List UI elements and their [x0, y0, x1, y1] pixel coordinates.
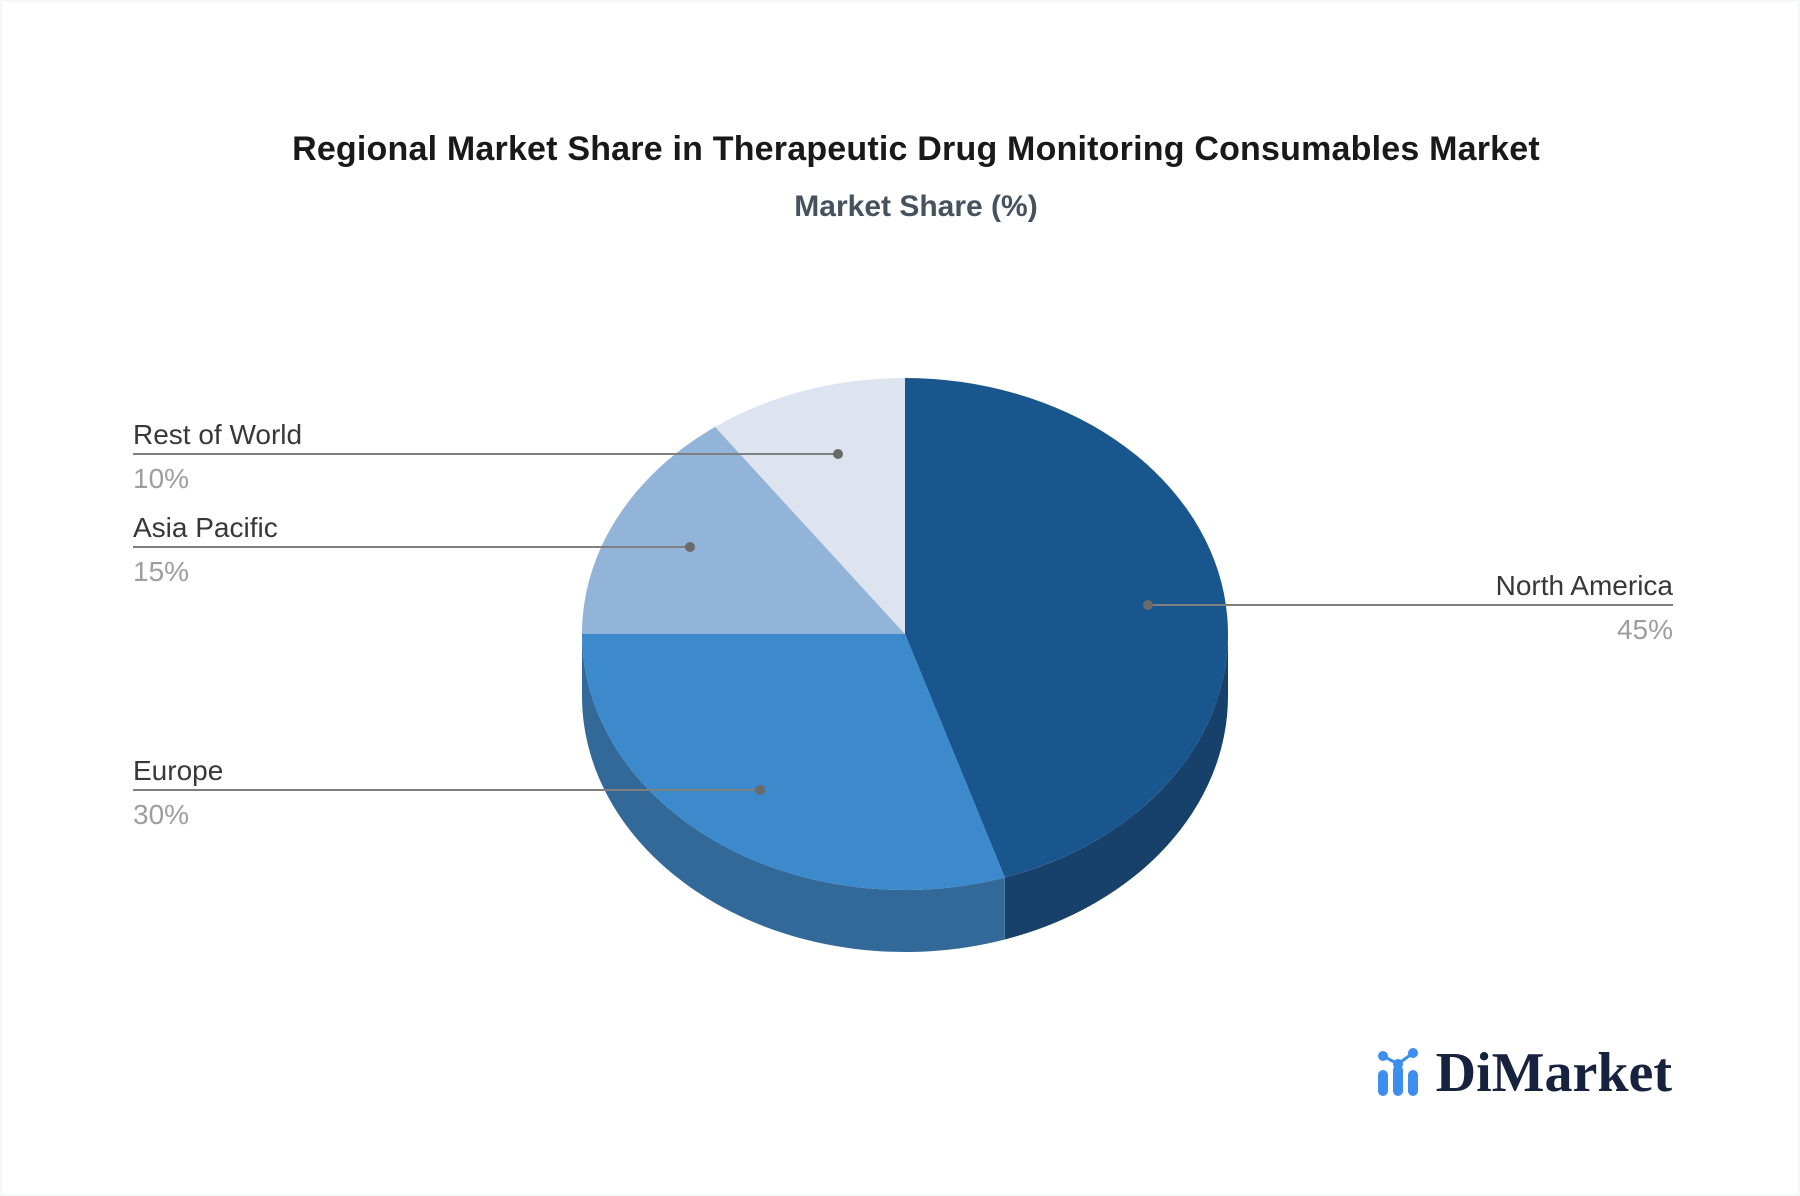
chart-title: Regional Market Share in Therapeutic Dru… [292, 130, 1540, 168]
pie-slice-rest-of-world [715, 378, 905, 634]
slice-name: Rest of World [133, 419, 303, 450]
chart-subtitle: Market Share (%) [794, 190, 1038, 223]
slice-name: Europe [133, 755, 224, 786]
pie-slice-north-america [905, 378, 1228, 878]
pie-slice-side-north-america [1004, 634, 1228, 940]
slice-label-europe: Europe 30% [133, 754, 223, 831]
brand-name: DiMarket [1435, 1042, 1672, 1104]
slice-connector-dot [755, 785, 765, 795]
pie-slice-europe [582, 634, 1005, 890]
pie-slice-asia-pacific [582, 426, 905, 634]
brand-logo: DiMarket [1377, 1038, 1672, 1108]
slice-connector-dot [1143, 600, 1153, 610]
bar-line-chart-icon [1377, 1048, 1418, 1096]
slice-connector-dot [833, 449, 843, 459]
slice-name: North America [1495, 570, 1673, 601]
slice-label-north-america: North America 45% [1496, 569, 1673, 646]
slice-name: Asia Pacific [133, 512, 278, 543]
slice-percent: 30% [133, 799, 190, 830]
slice-label-asia-pacific: Asia Pacific 15% [133, 511, 278, 588]
slice-label-rest-of-world: Rest of World 10% [133, 418, 302, 495]
slice-percent: 45% [1616, 614, 1673, 645]
slice-connector-dot [685, 542, 695, 552]
chart-header: Regional Market Share in Therapeutic Dru… [16, 130, 1800, 224]
slice-percent: 15% [133, 556, 190, 587]
pie-slice-side-europe [582, 634, 1005, 952]
slice-percent: 10% [133, 463, 190, 494]
